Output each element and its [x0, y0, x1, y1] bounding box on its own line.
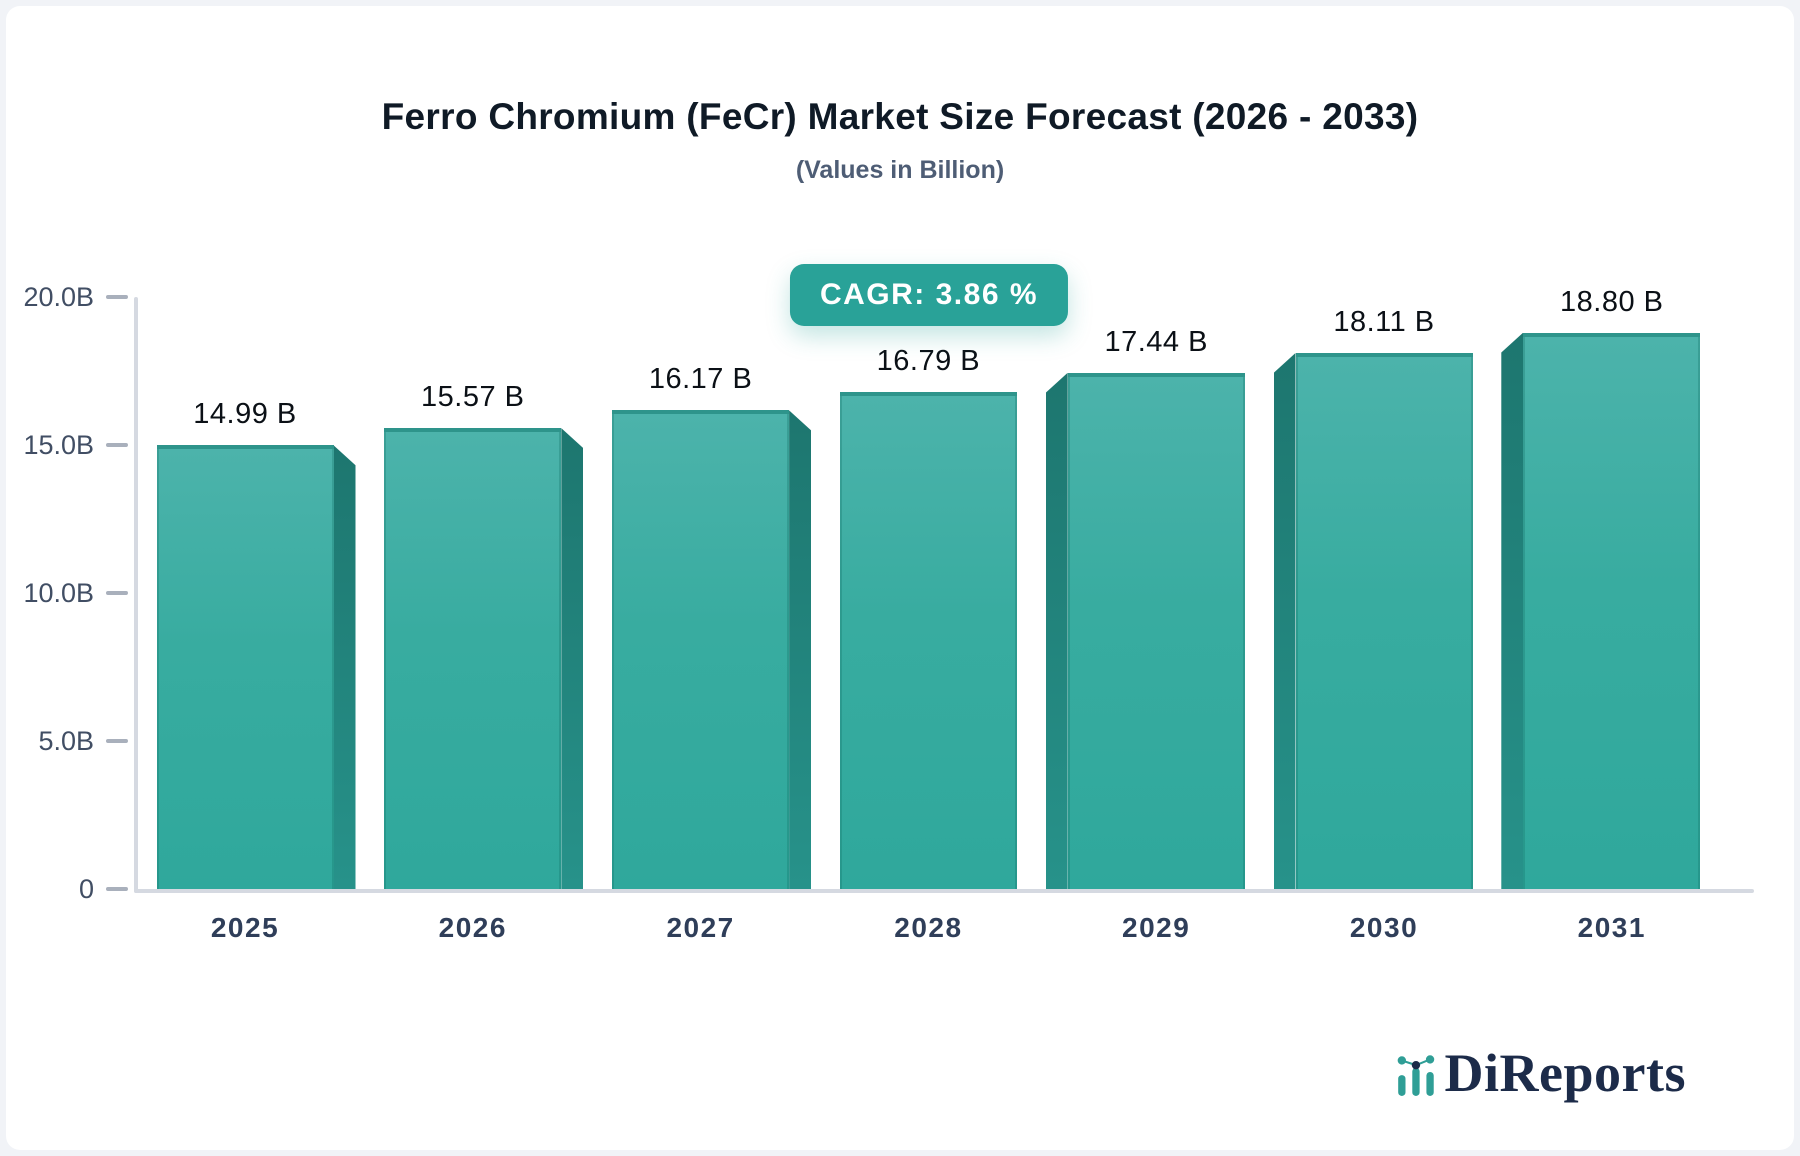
bar-value-label: 17.44 B [1104, 325, 1208, 358]
x-axis-label: 2028 [894, 912, 963, 943]
bar-value-label: 18.11 B [1333, 305, 1435, 338]
y-axis-label: 5.0B [38, 726, 94, 756]
bar-value-label: 16.17 B [648, 363, 753, 396]
direports-logo: DiReports [1395, 1046, 1686, 1100]
bar-value-label: 16.79 B [876, 345, 981, 378]
bar [1523, 332, 1701, 889]
cagr-badge: CAGR: 3.86 % [789, 264, 1069, 326]
bar-value-label: 15.57 B [421, 381, 525, 414]
chart-card: Ferro Chromium (FeCr) Market Size Foreca… [6, 6, 1794, 1150]
bar [612, 410, 790, 889]
bar-line-chart-icon [1397, 1055, 1434, 1096]
bar-side-face [333, 445, 356, 889]
y-axis-label: 20.0B [23, 282, 94, 312]
y-axis-label: 0 [78, 874, 94, 904]
y-axis-tick [106, 295, 128, 299]
bar [384, 428, 562, 889]
y-axis-tick [106, 443, 128, 447]
y-axis-line [134, 297, 138, 893]
bar [839, 392, 1017, 889]
bar-side-face [561, 428, 584, 889]
logo-text: DiReports [1444, 1043, 1686, 1103]
bar-value-label: 18.80 B [1560, 285, 1664, 318]
x-axis-label: 2029 [1122, 912, 1191, 943]
x-axis-label: 2027 [666, 912, 735, 943]
plot-area: 14.99 B 2025 15.57 B 2026 16.17 B 2027 16.79 B… [6, 6, 1794, 1150]
bar [1067, 372, 1245, 889]
x-axis-label: 2031 [1577, 912, 1646, 943]
y-axis-tick [106, 591, 128, 595]
bar [1295, 352, 1473, 889]
y-axis-label: 15.0B [23, 430, 94, 460]
y-axis-tick [106, 887, 128, 891]
x-axis-line [134, 889, 1754, 893]
bar-side-face [1045, 372, 1068, 889]
chart-subtitle: (Values in Billion) [795, 156, 1005, 184]
bar-side-face [1273, 352, 1296, 889]
bar-side-face [1501, 332, 1524, 889]
bar [156, 445, 334, 889]
y-axis-label: 10.0B [23, 578, 94, 608]
chart-title: Ferro Chromium (FeCr) Market Size Foreca… [381, 96, 1419, 137]
x-axis-label: 2025 [210, 912, 280, 943]
x-axis-label: 2026 [438, 912, 507, 943]
y-axis-tick [106, 739, 128, 743]
x-axis-label: 2030 [1349, 912, 1419, 943]
bar-value-label: 14.99 B [193, 398, 297, 431]
bar-side-face [789, 410, 812, 889]
